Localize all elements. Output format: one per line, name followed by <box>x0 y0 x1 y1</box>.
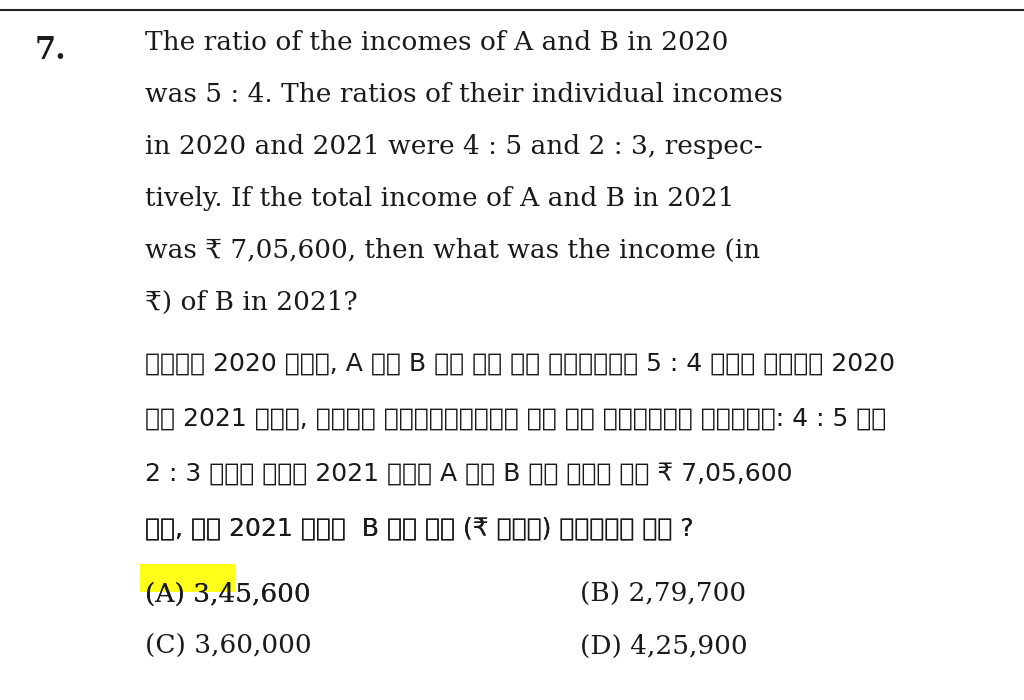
Text: (D) 4,25,900: (D) 4,25,900 <box>580 634 748 659</box>
Text: 2 : 3 था। यदि 2021 में A और B की कुल आय ₹ 7,05,600: 2 : 3 था। यदि 2021 में A और B की कुल आय … <box>145 462 793 486</box>
Text: (C) 3,60,000: (C) 3,60,000 <box>145 634 311 659</box>
Text: 7.: 7. <box>35 35 67 66</box>
Text: थी, तो 2021 में  B की आय (₹ में) कितनी थी ?: थी, तो 2021 में B की आय (₹ में) कितनी थी… <box>145 517 693 541</box>
Text: और 2021 में, उनकी व्यक्तिगत आय के अनुपात क्रमश: 4 : 5 तथ: और 2021 में, उनकी व्यक्तिगत आय के अनुपात… <box>145 407 886 431</box>
Text: was 5 : 4. The ratios of their individual incomes: was 5 : 4. The ratios of their individua… <box>145 82 783 107</box>
Text: The ratio of the incomes of A and B in 2020: The ratio of the incomes of A and B in 2… <box>145 30 728 55</box>
Text: (A) 3,45,600: (A) 3,45,600 <box>145 582 310 607</box>
Text: ₹) of B in 2021?: ₹) of B in 2021? <box>145 290 357 315</box>
Text: in 2020 and 2021 were 4 : 5 and 2 : 3, respec-: in 2020 and 2021 were 4 : 5 and 2 : 3, r… <box>145 134 763 159</box>
Text: (A) 3,45,600: (A) 3,45,600 <box>145 582 310 607</box>
Text: थी, तो 2021 में  B की आय (₹ में) कितनी थी ?: थी, तो 2021 में B की आय (₹ में) कितनी थी… <box>145 517 693 541</box>
Text: (B) 2,79,700: (B) 2,79,700 <box>580 582 746 607</box>
Text: was ₹ 7,05,600, then what was the income (in: was ₹ 7,05,600, then what was the income… <box>145 238 760 263</box>
Text: tively. If the total income of A and B in 2021: tively. If the total income of A and B i… <box>145 186 734 211</box>
Text: वर्ष 2020 में, A और B की आय का अनुपात 5 : 4 था। वर्ष 2020: वर्ष 2020 में, A और B की आय का अनुपात 5 … <box>145 352 895 376</box>
Bar <box>140 564 234 592</box>
